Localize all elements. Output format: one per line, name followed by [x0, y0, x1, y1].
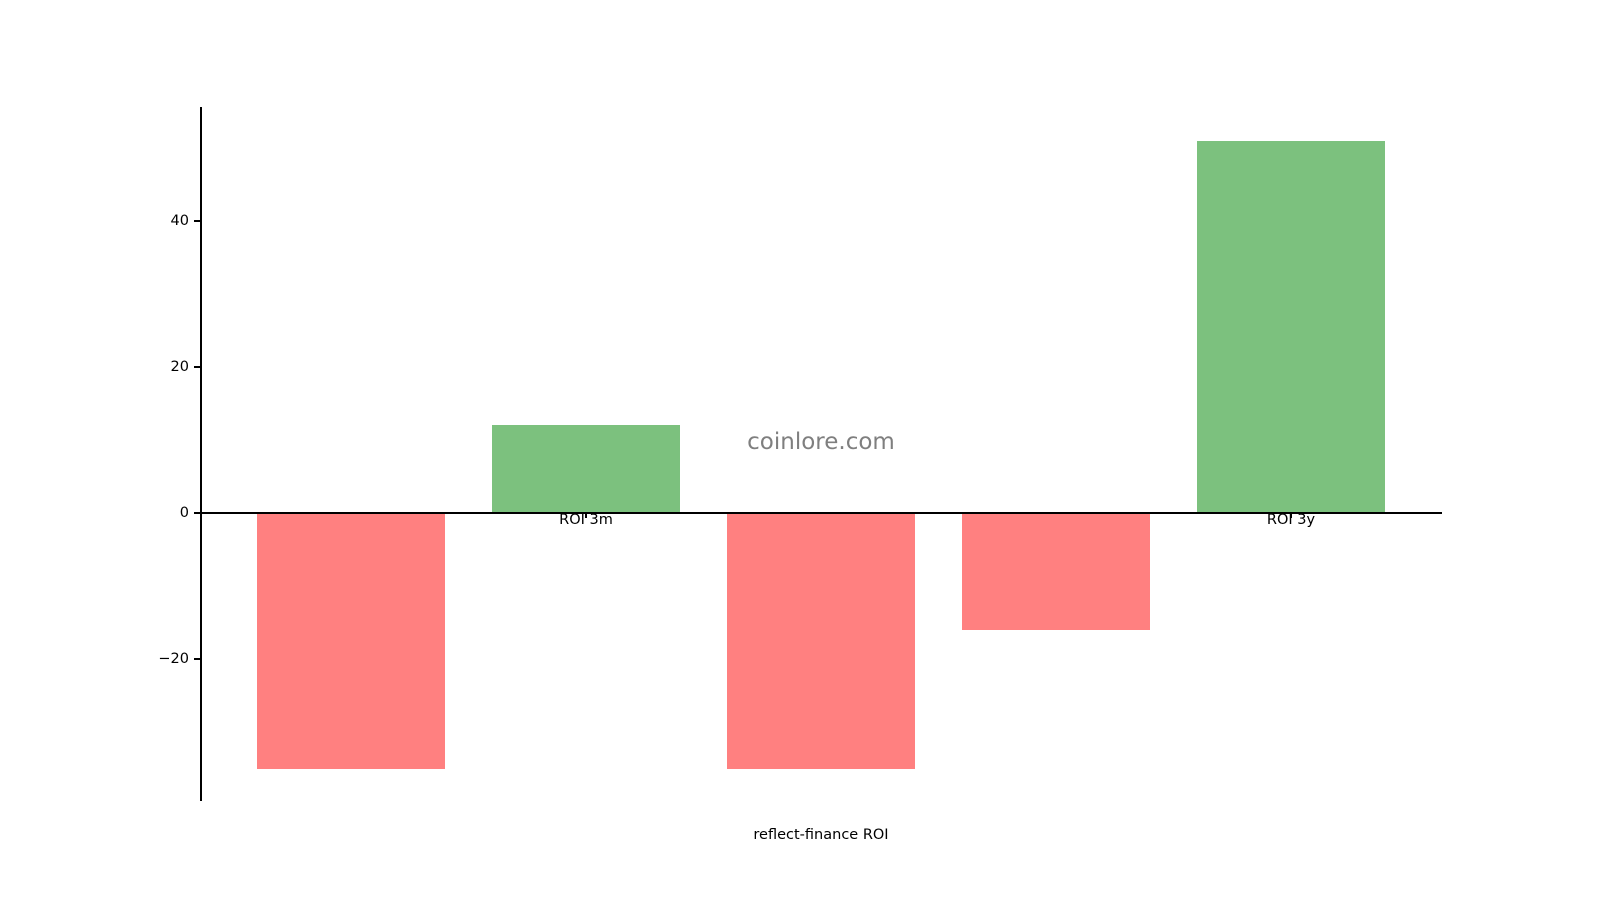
bar-negative	[727, 513, 915, 769]
y-tick-mark	[194, 658, 201, 660]
x-tick-label: ROI 3y	[1266, 512, 1316, 528]
y-tick-mark	[194, 366, 201, 368]
y-tick-label: 20	[170, 358, 189, 375]
x-tick-mark	[1290, 513, 1292, 518]
y-tick-label: 40	[170, 212, 189, 229]
x-tick-mark	[585, 513, 587, 518]
bar-positive	[492, 425, 680, 513]
y-tick-label: −20	[158, 650, 189, 667]
x-tick-label: ROI 3m	[559, 512, 613, 528]
y-tick-mark	[194, 220, 201, 222]
x-axis-title: reflect-finance ROI	[753, 827, 889, 843]
watermark-text: coinlore.com	[747, 429, 895, 455]
bar-negative	[257, 513, 445, 769]
bar-positive	[1197, 140, 1385, 513]
x-axis-zero-line	[200, 512, 1442, 514]
y-axis-line	[200, 107, 202, 801]
y-tick-mark	[194, 512, 201, 514]
bar-negative	[962, 513, 1150, 630]
y-tick-label: 0	[179, 504, 189, 521]
